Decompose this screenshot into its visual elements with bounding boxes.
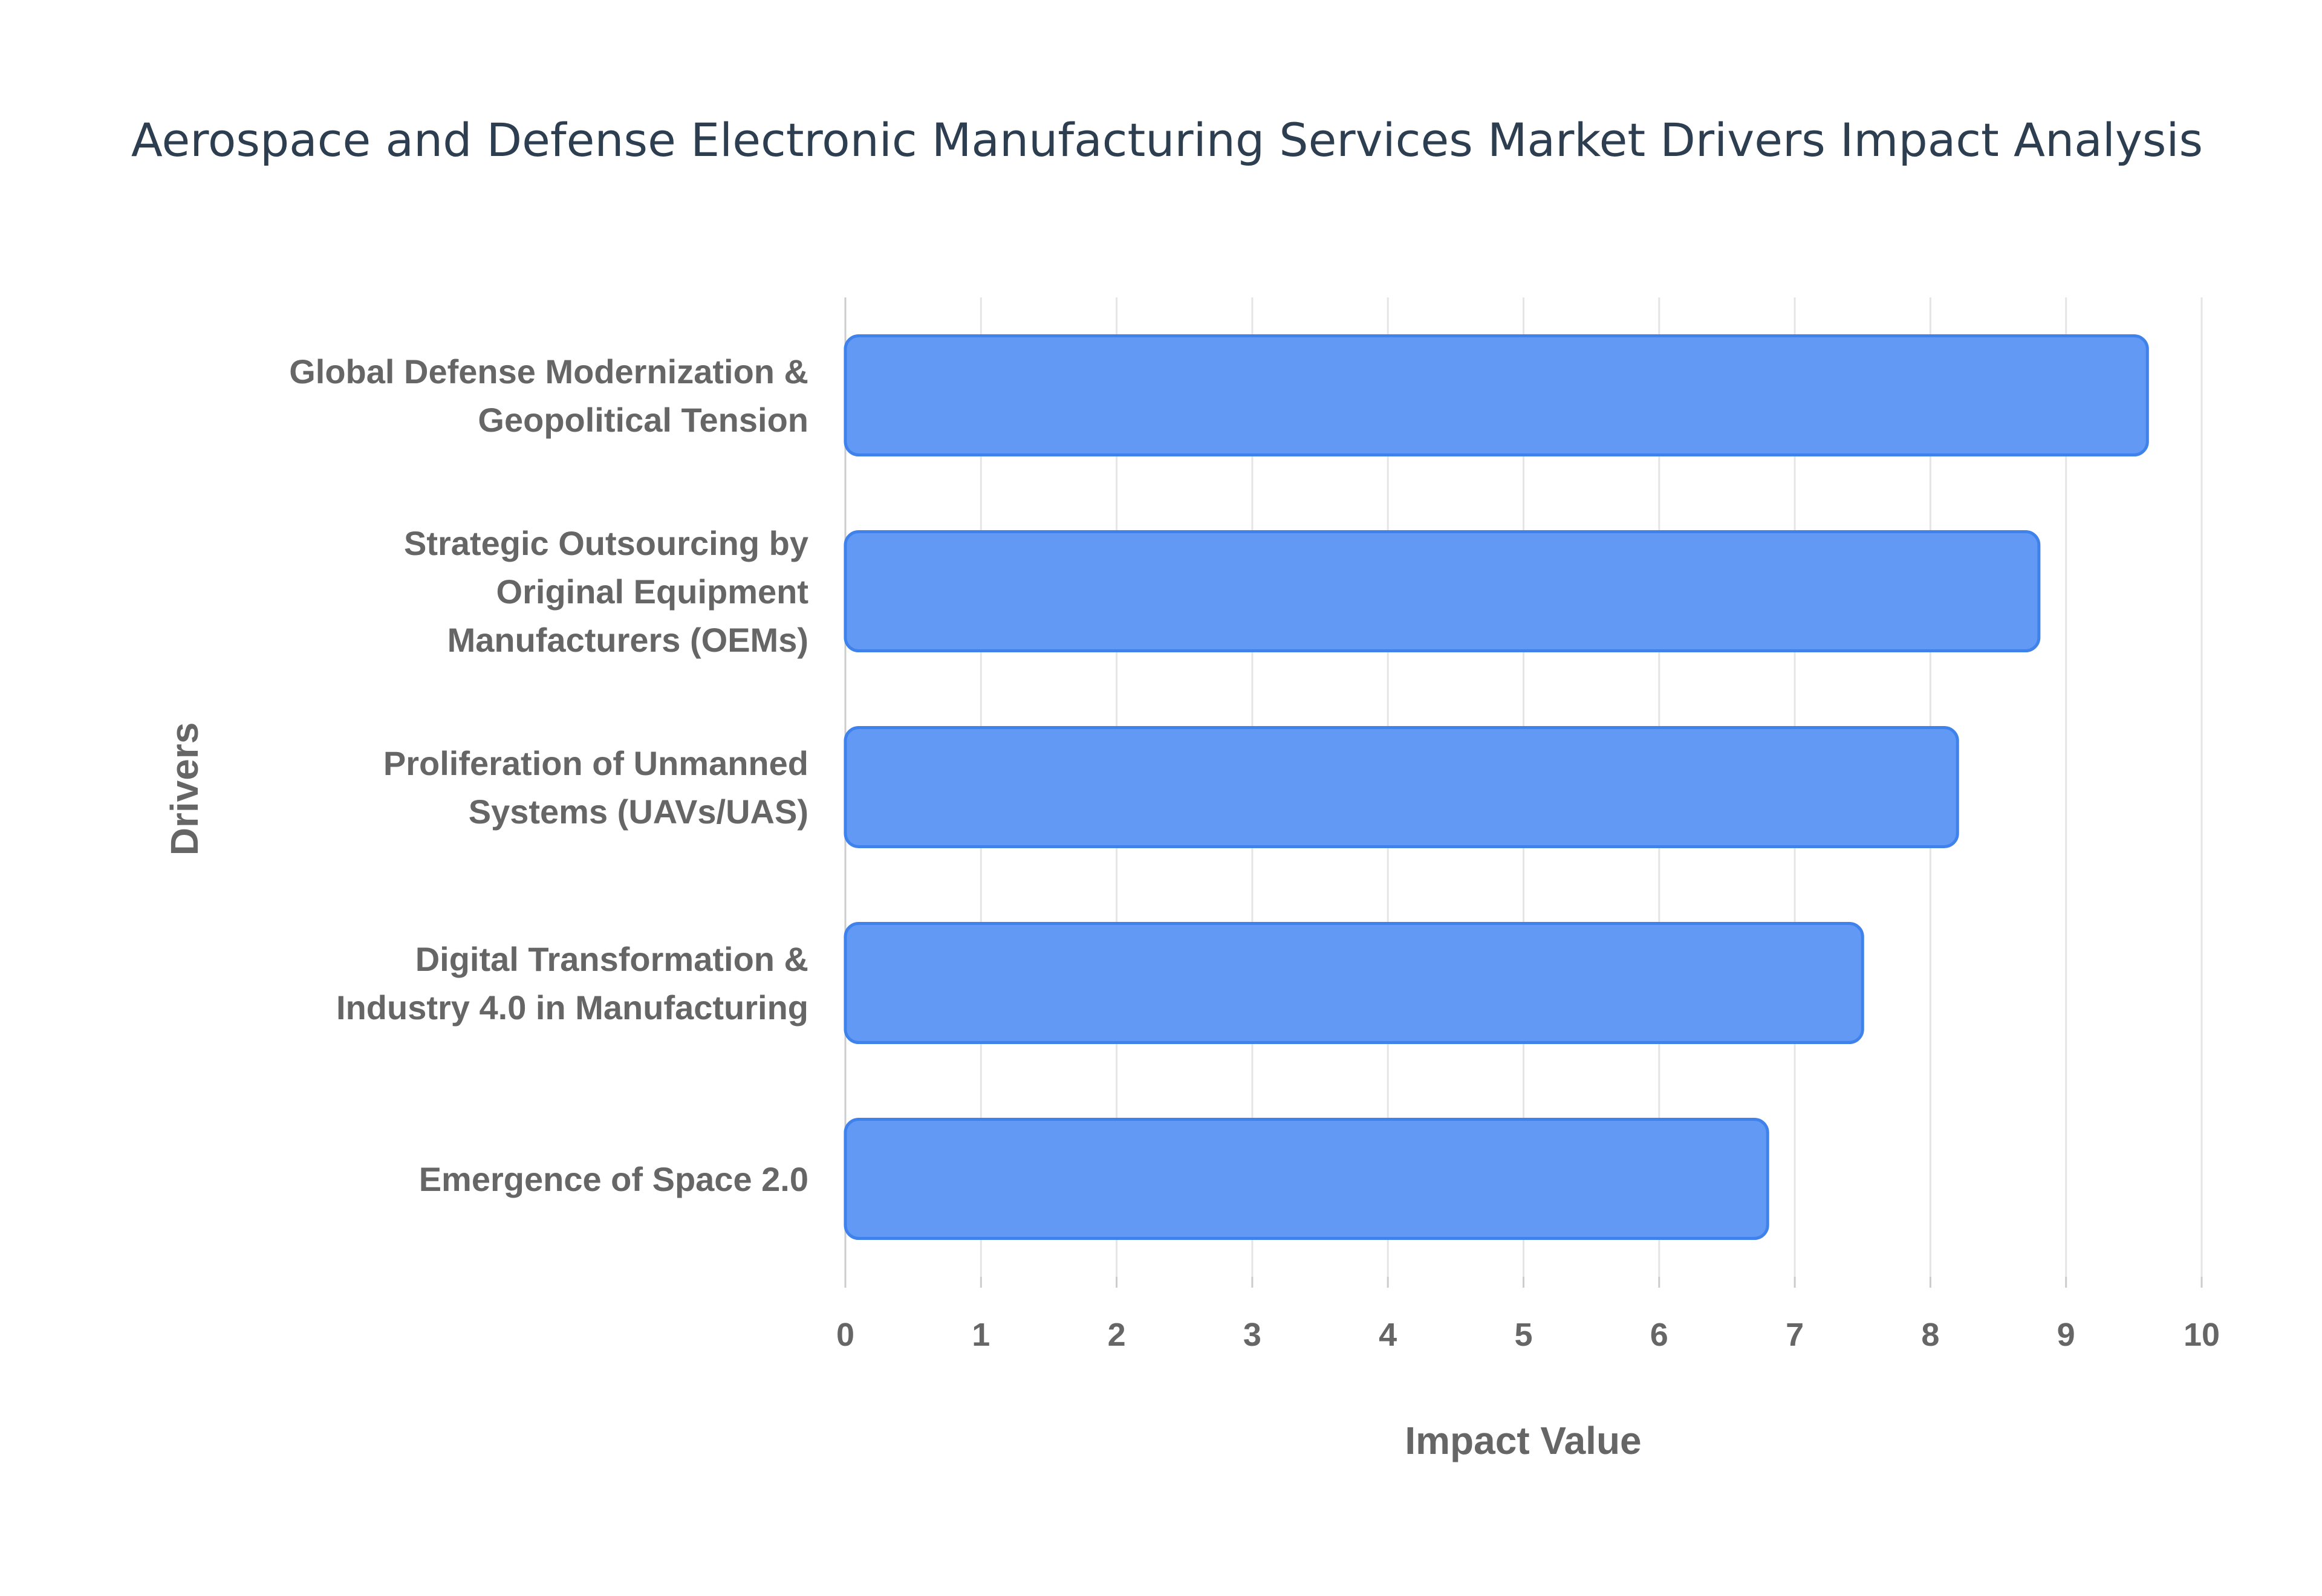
x-tick-label: 3 xyxy=(1243,1317,1261,1353)
x-axis-title: Impact Value xyxy=(1405,1419,1641,1462)
bar[interactable] xyxy=(844,530,2041,652)
category-label: Global Defense Modernization & Geopolitic… xyxy=(289,352,808,439)
x-tick-label: 1 xyxy=(972,1317,990,1353)
x-tick-label: 7 xyxy=(1786,1317,1804,1353)
x-tick-label: 4 xyxy=(1379,1317,1397,1353)
category-label: Emergence of Space 2.0 xyxy=(419,1160,808,1198)
y-category-labels: Global Defense Modernization & Geopolitic… xyxy=(289,352,808,1198)
y-axis-title: Drivers xyxy=(163,722,206,856)
category-label: Proliferation of Unmanned Systems (UAVs/U… xyxy=(383,744,808,831)
bar[interactable] xyxy=(844,726,1959,848)
bar[interactable] xyxy=(844,334,2149,456)
x-tick-label: 8 xyxy=(1921,1317,1939,1353)
x-tick-label: 9 xyxy=(2057,1317,2075,1353)
x-tick-label: 6 xyxy=(1650,1317,1668,1353)
x-tick-labels: 0 1 2 3 4 5 6 7 8 9 10 xyxy=(836,1317,2220,1353)
x-tick-label: 0 xyxy=(836,1317,854,1353)
x-tick-label: 2 xyxy=(1108,1317,1126,1353)
bar[interactable] xyxy=(844,922,1864,1044)
bar[interactable] xyxy=(844,1118,1769,1240)
chart-title: Aerospace and Defense Electronic Manufac… xyxy=(131,113,2203,167)
x-tick-label: 10 xyxy=(2184,1317,2220,1353)
bars xyxy=(844,334,2149,1240)
category-label: Strategic Outsourcing by Original Equipme… xyxy=(404,524,808,659)
category-label: Digital Transformation & Industry 4.0 in … xyxy=(336,940,808,1027)
x-tick-label: 5 xyxy=(1514,1317,1532,1353)
